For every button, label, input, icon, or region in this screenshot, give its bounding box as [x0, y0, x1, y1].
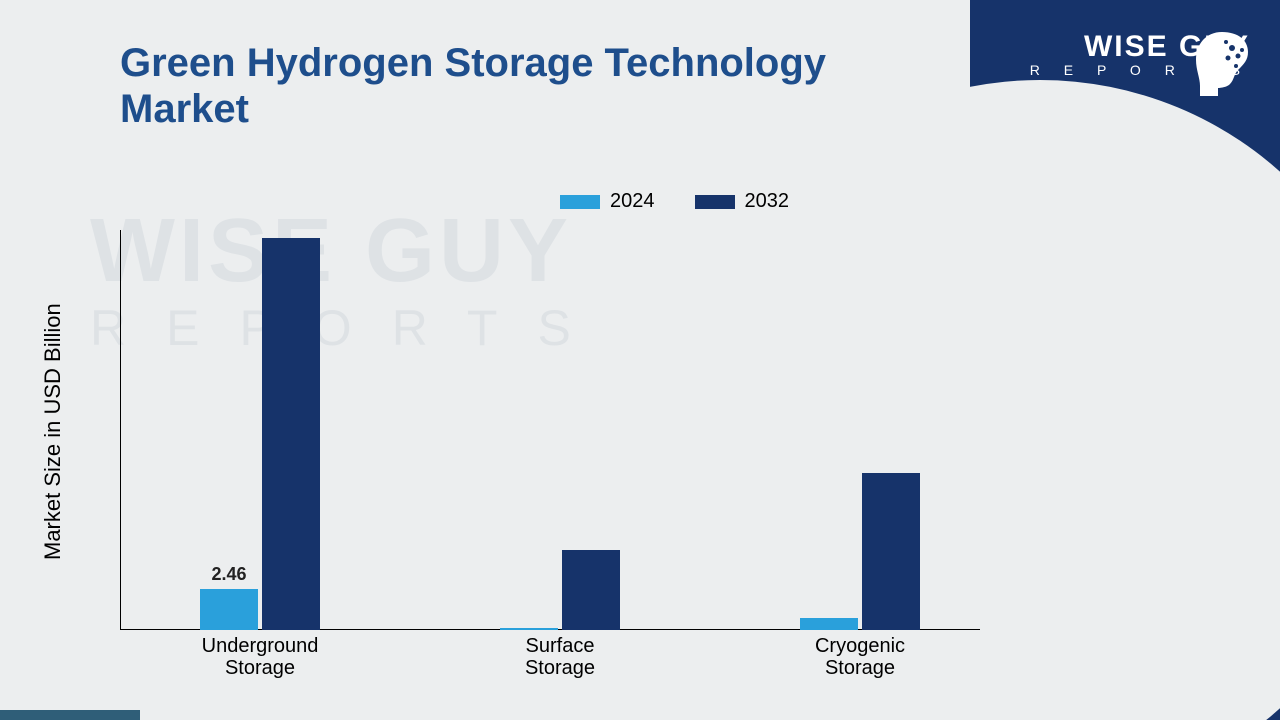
bar [500, 628, 558, 630]
bar [200, 589, 258, 630]
category-label: CryogenicStorage [760, 635, 960, 679]
bar [862, 473, 920, 630]
legend-item-2024: 2024 [560, 190, 655, 213]
bottom-accent-bar [0, 710, 140, 720]
bar [800, 618, 858, 630]
bar [262, 238, 320, 630]
stage: WISE GUY REPORTS Green Hydrogen Storage … [0, 0, 1280, 720]
y-axis-line [120, 230, 121, 630]
legend: 2024 2032 [560, 190, 789, 213]
bar-chart: 2.46UndergroundStorageSurfaceStorageCryo… [120, 230, 980, 630]
page-title: Green Hydrogen Storage Technology Market [120, 40, 880, 132]
category-label: UndergroundStorage [160, 635, 360, 679]
bar [562, 550, 620, 630]
logo-head-icon [1192, 30, 1252, 100]
brand-logo: WISE GUY R E P O R T S [1030, 30, 1250, 78]
y-axis-label: Market Size in USD Billion [40, 303, 66, 560]
legend-swatch-2032 [695, 195, 735, 209]
legend-item-2032: 2032 [695, 190, 790, 213]
legend-label-2032: 2032 [745, 190, 790, 213]
legend-swatch-2024 [560, 195, 600, 209]
bar-value-label: 2.46 [211, 564, 246, 585]
category-label: SurfaceStorage [460, 635, 660, 679]
legend-label-2024: 2024 [610, 190, 655, 213]
